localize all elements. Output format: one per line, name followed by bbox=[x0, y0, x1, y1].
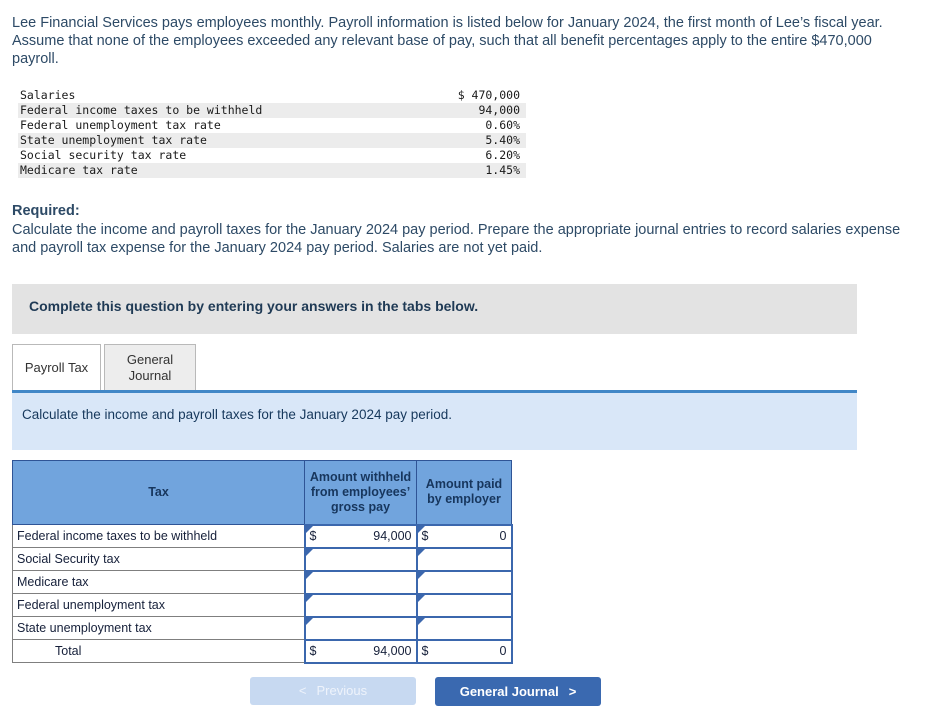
withheld-input-cell[interactable] bbox=[303, 615, 418, 641]
currency-symbol: $ bbox=[421, 529, 429, 543]
info-value: 1.45% bbox=[485, 163, 520, 177]
edit-marker-icon bbox=[305, 617, 313, 625]
table-total-row: Total $94,000 $0 bbox=[12, 638, 513, 664]
edit-marker-icon bbox=[417, 617, 425, 625]
edit-marker-icon bbox=[417, 548, 425, 556]
tab-general-journal[interactable]: General Journal bbox=[104, 344, 196, 390]
table-row: Social Security tax bbox=[12, 546, 513, 572]
cell-value: 94,000 bbox=[373, 644, 412, 658]
navigation-buttons: < Previous General Journal > bbox=[250, 676, 919, 706]
info-row-federal-income-tax: Federal income taxes to be withheld 94,0… bbox=[18, 103, 526, 118]
tab-instruction-panel: Calculate the income and payroll taxes f… bbox=[12, 393, 857, 450]
tab-label: General Journal bbox=[126, 351, 174, 383]
tab-instruction-text: Calculate the income and payroll taxes f… bbox=[22, 407, 453, 422]
previous-button[interactable]: < Previous bbox=[250, 676, 416, 705]
info-row-medicare-rate: Medicare tax rate 1.45% bbox=[18, 163, 526, 178]
row-label: Federal unemployment tax bbox=[12, 593, 305, 617]
row-label: Federal income taxes to be withheld bbox=[12, 524, 305, 548]
currency-symbol: $ bbox=[309, 529, 317, 543]
question-intro: Lee Financial Services pays employees mo… bbox=[12, 15, 883, 67]
table-row: Federal unemployment tax bbox=[12, 592, 513, 618]
info-label: Federal unemployment tax rate bbox=[20, 118, 221, 132]
edit-marker-icon bbox=[305, 525, 313, 533]
currency-symbol: $ bbox=[309, 644, 317, 658]
table-header-row: Tax Amount withheld from employees’ gros… bbox=[12, 460, 512, 525]
employer-input-cell[interactable] bbox=[415, 615, 513, 641]
total-employer-cell: $0 bbox=[415, 638, 513, 664]
header-amount-paid: Amount paid by employer bbox=[416, 460, 512, 525]
required-section: Required: Calculate the income and payro… bbox=[12, 202, 919, 257]
employer-input-cell[interactable]: $0 bbox=[415, 523, 513, 549]
edit-marker-icon bbox=[305, 571, 313, 579]
edit-marker-icon bbox=[417, 594, 425, 602]
tab-bar: Payroll Tax General Journal bbox=[12, 344, 857, 393]
info-label: State unemployment tax rate bbox=[20, 133, 207, 147]
info-label: Social security tax rate bbox=[20, 148, 187, 162]
chevron-right-icon: > bbox=[568, 683, 577, 699]
required-heading: Required: bbox=[12, 203, 80, 219]
info-label: Federal income taxes to be withheld bbox=[20, 103, 263, 117]
cell-value: 0 bbox=[499, 529, 507, 543]
table-row: Medicare tax bbox=[12, 569, 513, 595]
required-text: Calculate the income and payroll taxes f… bbox=[12, 222, 901, 256]
currency-symbol: $ bbox=[421, 644, 429, 658]
withheld-input-cell[interactable] bbox=[303, 546, 418, 572]
payroll-tax-table: Tax Amount withheld from employees’ gros… bbox=[12, 460, 513, 664]
payroll-info-table: Salaries $ 470,000 Federal income taxes … bbox=[18, 88, 526, 178]
info-row-social-security-rate: Social security tax rate 6.20% bbox=[18, 148, 526, 163]
general-journal-button[interactable]: General Journal > bbox=[435, 676, 601, 706]
row-label: Medicare tax bbox=[12, 570, 305, 594]
info-value: 94,000 bbox=[478, 103, 520, 117]
info-label: Medicare tax rate bbox=[20, 163, 138, 177]
previous-button-label: Previous bbox=[316, 683, 368, 698]
instruction-banner-text: Complete this question by entering your … bbox=[29, 298, 479, 314]
instruction-banner: Complete this question by entering your … bbox=[12, 284, 857, 334]
info-value: 5.40% bbox=[485, 133, 520, 147]
total-label: Total bbox=[12, 639, 305, 663]
header-tax: Tax bbox=[12, 460, 305, 525]
header-amount-withheld: Amount withheld from employees’ gross pa… bbox=[304, 460, 417, 525]
total-withheld-cell: $94,000 bbox=[303, 638, 418, 664]
info-value: 0.60% bbox=[485, 118, 520, 132]
edit-marker-icon bbox=[417, 525, 425, 533]
edit-marker-icon bbox=[305, 594, 313, 602]
info-row-salaries: Salaries $ 470,000 bbox=[18, 88, 526, 103]
info-value: $ 470,000 bbox=[457, 88, 520, 102]
withheld-input-cell[interactable]: $94,000 bbox=[303, 523, 418, 549]
withheld-input-cell[interactable] bbox=[303, 592, 418, 618]
row-label: Social Security tax bbox=[12, 547, 305, 571]
chevron-left-icon: < bbox=[298, 683, 307, 698]
edit-marker-icon bbox=[305, 548, 313, 556]
info-row-futa-rate: Federal unemployment tax rate 0.60% bbox=[18, 118, 526, 133]
employer-input-cell[interactable] bbox=[415, 569, 513, 595]
info-value: 6.20% bbox=[485, 148, 520, 162]
row-label: State unemployment tax bbox=[12, 616, 305, 640]
info-row-suta-rate: State unemployment tax rate 5.40% bbox=[18, 133, 526, 148]
tab-label: Payroll Tax bbox=[24, 359, 89, 375]
cell-value: 0 bbox=[499, 644, 507, 658]
next-button-label: General Journal bbox=[459, 683, 559, 699]
info-label: Salaries bbox=[20, 88, 76, 102]
table-row: State unemployment tax bbox=[12, 615, 513, 641]
withheld-input-cell[interactable] bbox=[303, 569, 418, 595]
employer-input-cell[interactable] bbox=[415, 592, 513, 618]
employer-input-cell[interactable] bbox=[415, 546, 513, 572]
edit-marker-icon bbox=[417, 571, 425, 579]
tab-payroll-tax[interactable]: Payroll Tax bbox=[12, 344, 101, 390]
table-row: Federal income taxes to be withheld $94,… bbox=[12, 523, 513, 549]
cell-value: 94,000 bbox=[373, 529, 412, 543]
